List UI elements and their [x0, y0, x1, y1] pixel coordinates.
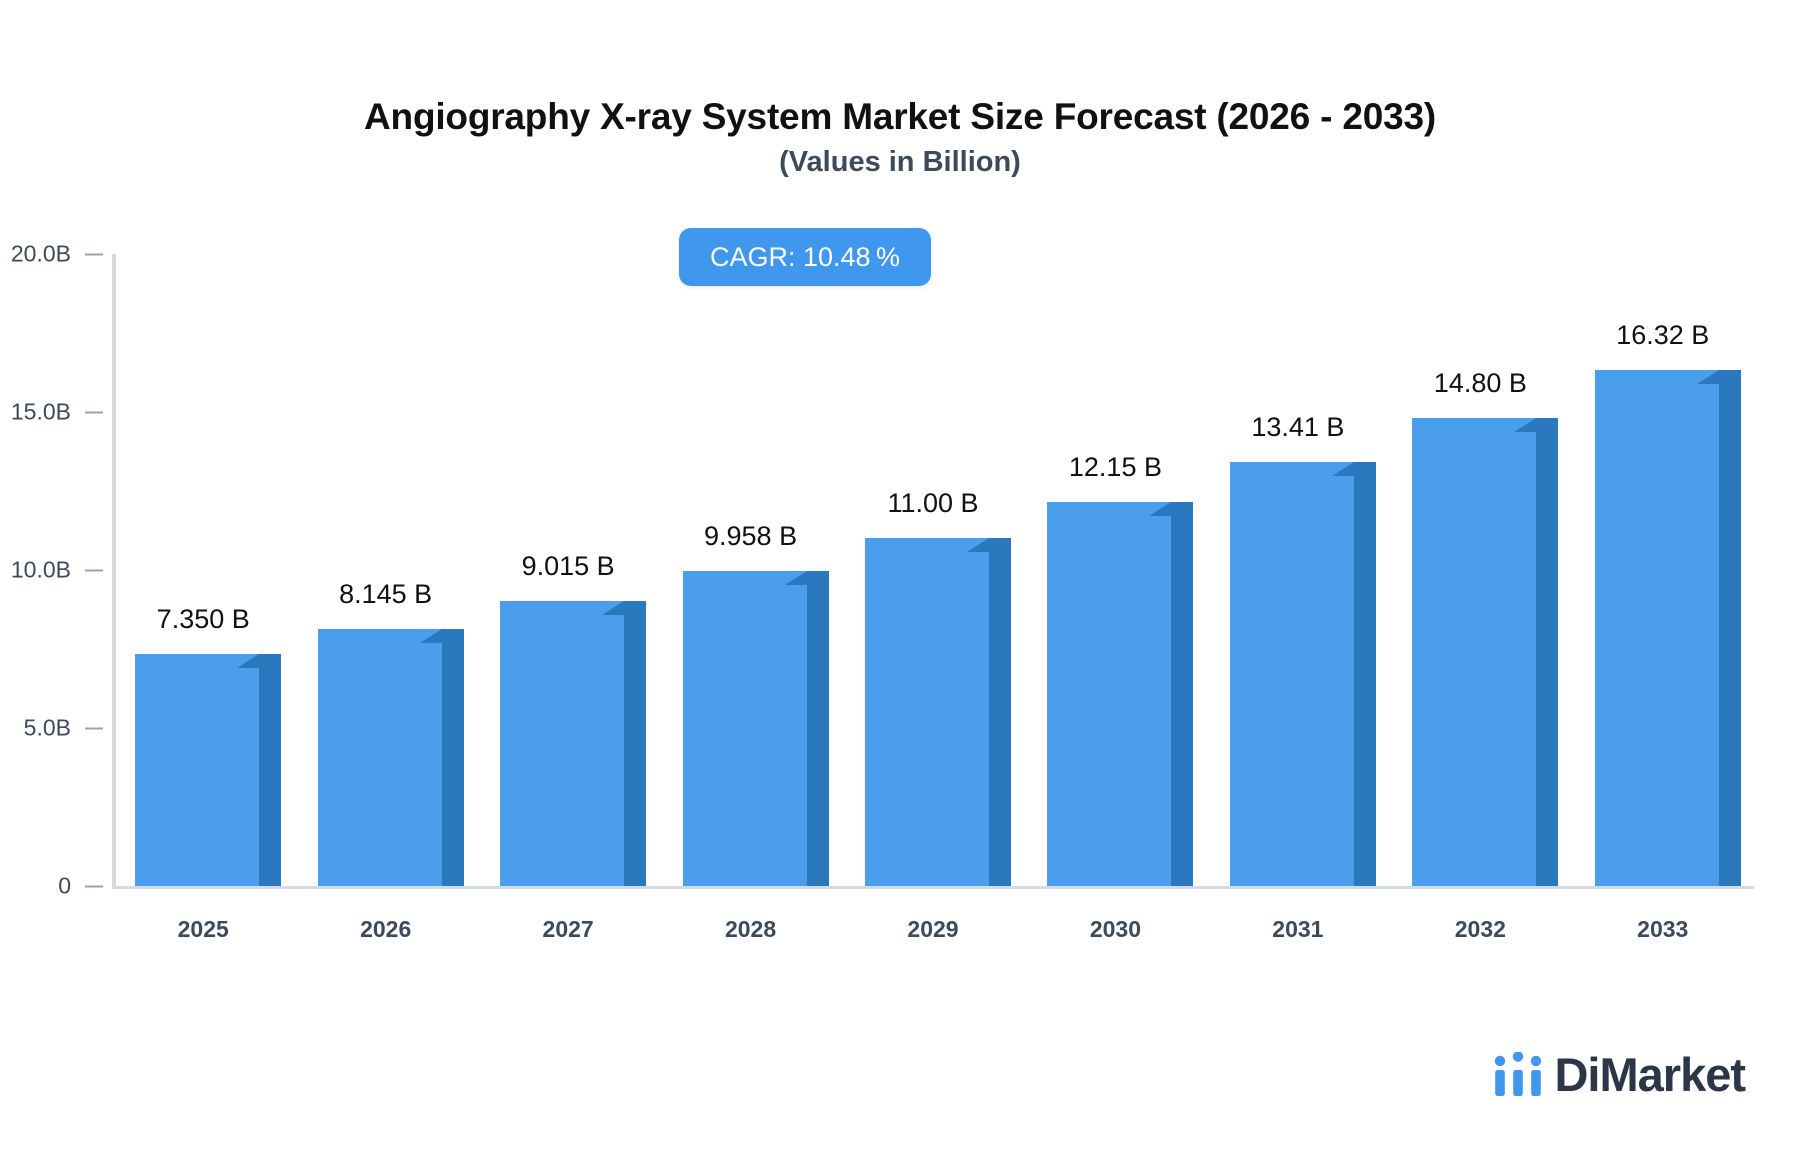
page-title: Angiography X-ray System Market Size For… — [364, 96, 1436, 137]
y-axis-tick-label: 0 — [58, 872, 71, 899]
bar-2026[interactable] — [317, 628, 464, 886]
bar-top-face — [1331, 462, 1376, 477]
y-axis-tick-label: 15.0B — [10, 398, 71, 425]
bar-2027[interactable] — [500, 601, 647, 886]
bar-chart-icon — [1495, 1051, 1542, 1096]
bar-2031[interactable] — [1229, 462, 1376, 886]
bar-side-face — [806, 585, 829, 886]
bar-2032[interactable] — [1412, 418, 1559, 886]
bar-value-label: 8.145 B — [339, 578, 433, 609]
bar-side-face — [1171, 516, 1194, 886]
y-axis-tick-label: 10.0B — [10, 556, 71, 583]
bar-2033[interactable] — [1594, 370, 1741, 886]
y-axis-tick-mark — [85, 885, 103, 887]
bar-top-face — [1696, 370, 1741, 385]
y-axis-tick: 0 — [58, 873, 112, 900]
chart-subtitle: (Values in Billion) — [779, 146, 1021, 178]
bar-front-face — [500, 601, 625, 886]
bar-value-label: 14.80 B — [1433, 368, 1527, 399]
bar-front-face — [1594, 370, 1719, 886]
bar-2028[interactable] — [682, 571, 829, 886]
y-axis-tick-label: 5.0B — [23, 714, 71, 741]
bar-top-face — [419, 628, 464, 643]
bar-side-face — [624, 615, 647, 886]
x-axis-label-2028: 2028 — [724, 916, 777, 942]
bar-side-face — [1353, 476, 1376, 886]
y-axis-tick-mark — [85, 569, 103, 571]
bar-front-face — [1229, 462, 1354, 886]
cagr-badge-label: CAGR: 10.48 % — [710, 241, 900, 272]
y-axis-tick: 10.0B — [11, 557, 112, 584]
y-axis-line — [112, 254, 116, 888]
y-axis-tick: 15.0B — [11, 399, 112, 426]
x-axis-label-2032: 2032 — [1454, 916, 1506, 942]
bar-top-face — [967, 538, 1011, 553]
x-axis-label-2026: 2026 — [360, 916, 412, 942]
x-axis-label-2029: 2029 — [907, 916, 959, 942]
bar-side-face — [989, 552, 1011, 886]
bar-value-label: 13.41 B — [1251, 412, 1345, 443]
bar-value-label: 7.350 B — [156, 603, 250, 634]
y-axis: 20.0B 15.0B 10.0B 5.0B 0 — [0, 0, 112, 1156]
x-axis-label-2030: 2030 — [1089, 916, 1142, 942]
bar-side-face — [1536, 432, 1559, 886]
bar-value-label: 9.958 B — [704, 521, 798, 552]
y-axis-tick: 5.0B — [24, 715, 112, 742]
x-axis-label-2027: 2027 — [542, 916, 594, 942]
bar-top-face — [237, 653, 282, 668]
bar-top-face — [1149, 502, 1194, 517]
bar-side-face — [1718, 384, 1741, 886]
bar-2025[interactable] — [135, 653, 282, 886]
y-axis-tick-label: 20.0B — [10, 240, 71, 267]
bar-side-face — [441, 642, 464, 886]
bar-front-face — [682, 571, 807, 886]
bar-top-face — [1514, 418, 1559, 433]
x-axis-label-2031: 2031 — [1272, 916, 1324, 942]
y-axis-tick-mark — [85, 727, 103, 729]
x-axis-line — [112, 886, 1754, 889]
brand-logo: DiMarket — [1492, 1048, 1746, 1101]
brand-name: DiMarket — [1554, 1048, 1746, 1101]
bar-top-face — [602, 601, 647, 616]
y-axis-tick: 20.0B — [11, 241, 112, 268]
bar-value-label: 11.00 B — [887, 488, 979, 519]
bar-2030[interactable] — [1047, 502, 1194, 886]
bar-front-face — [1412, 418, 1537, 886]
bar-front-face — [135, 653, 260, 886]
bar-front-face — [865, 538, 989, 886]
bar-front-face — [317, 628, 442, 886]
bar-value-label: 12.15 B — [1068, 452, 1162, 483]
x-axis-label-2033: 2033 — [1637, 916, 1689, 942]
bar-side-face — [259, 667, 282, 886]
cagr-badge: CAGR: 10.48 % — [679, 228, 931, 286]
y-axis-tick-mark — [85, 411, 103, 413]
bar-top-face — [784, 571, 829, 586]
x-axis-label-2025: 2025 — [177, 916, 229, 942]
bar-value-label: 9.015 B — [521, 551, 615, 582]
bar-front-face — [1047, 502, 1172, 886]
bar-2029[interactable] — [865, 538, 1011, 886]
bar-value-label: 16.32 B — [1616, 320, 1710, 351]
y-axis-tick-mark — [85, 253, 103, 255]
